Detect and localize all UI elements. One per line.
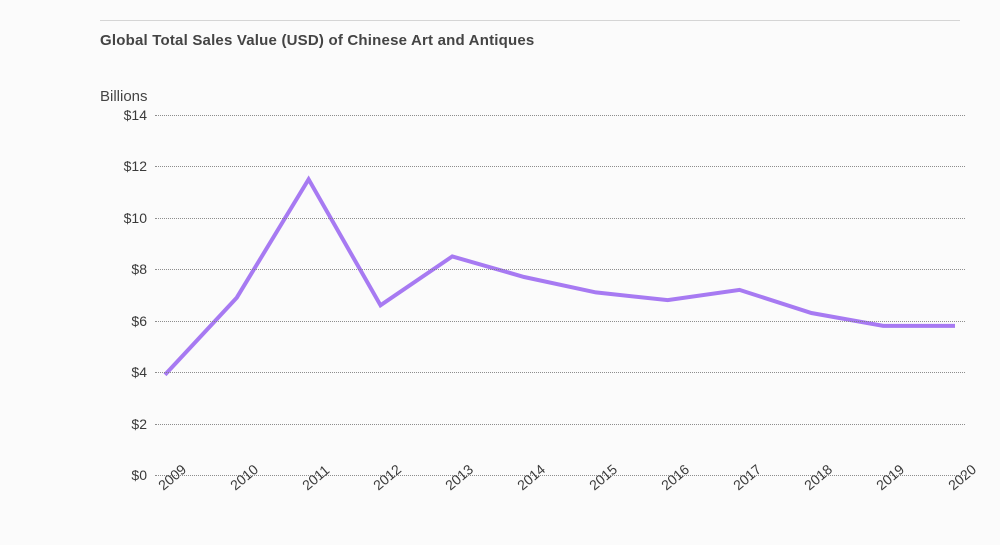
y-axis-title: Billions [100, 88, 148, 105]
y-tick-label: $4 [107, 364, 147, 380]
gridline [155, 372, 965, 373]
y-tick-label: $8 [107, 261, 147, 277]
top-divider [100, 20, 960, 21]
chart-title: Global Total Sales Value (USD) of Chines… [100, 32, 534, 49]
line-series [155, 115, 965, 475]
chart-container: Global Total Sales Value (USD) of Chines… [0, 0, 1000, 545]
y-tick-label: $10 [107, 210, 147, 226]
gridline [155, 321, 965, 322]
gridline [155, 218, 965, 219]
gridline [155, 424, 965, 425]
y-tick-label: $12 [107, 158, 147, 174]
y-tick-label: $2 [107, 416, 147, 432]
y-tick-label: $0 [107, 467, 147, 483]
gridline [155, 269, 965, 270]
gridline [155, 475, 965, 476]
y-tick-label: $14 [107, 107, 147, 123]
gridline [155, 115, 965, 116]
gridline [155, 166, 965, 167]
plot-area: $0$2$4$6$8$10$12$14200920102011201220132… [155, 115, 965, 475]
y-tick-label: $6 [107, 313, 147, 329]
